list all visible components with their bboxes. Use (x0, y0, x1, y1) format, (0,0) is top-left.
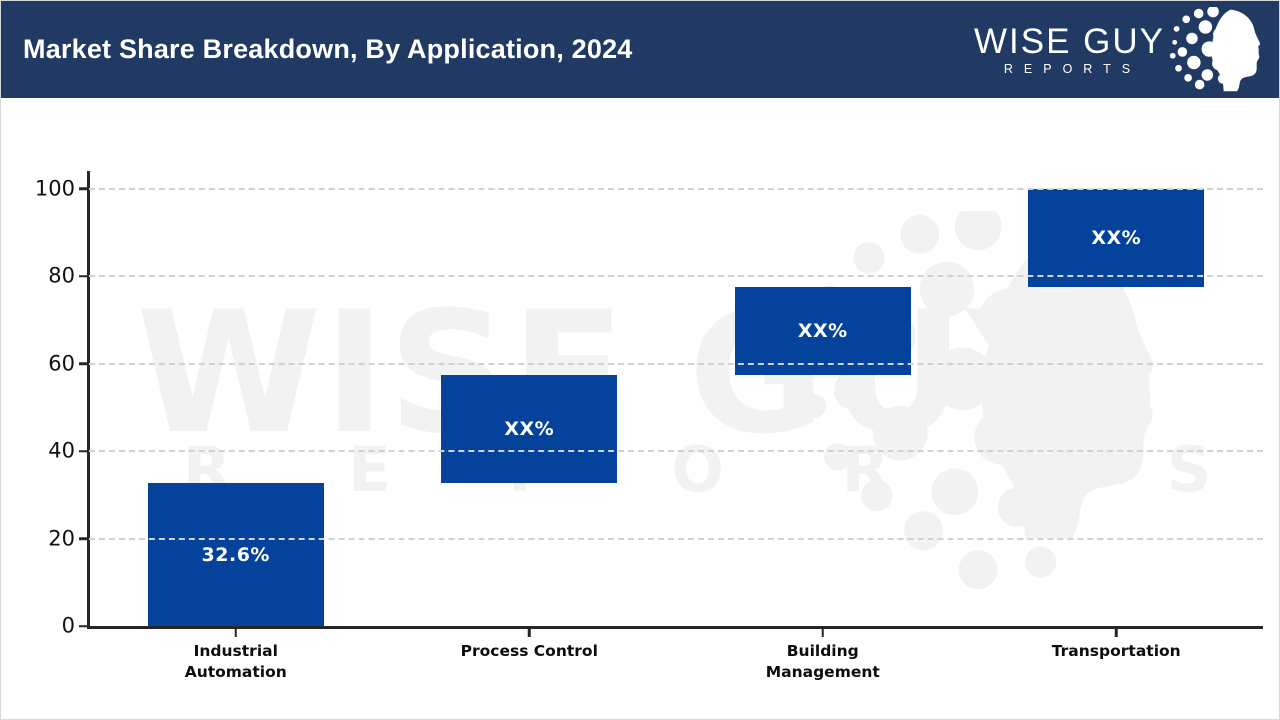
y-tick-label: 100 (34, 176, 75, 200)
y-tick-label: 40 (48, 438, 75, 463)
y-tick (79, 187, 88, 190)
logo-wordmark: WISE GUY (973, 21, 1165, 61)
x-tick (821, 629, 824, 637)
bar: XX% (1028, 188, 1205, 287)
bar-value-label: XX% (1091, 226, 1142, 249)
y-tick-label: 0 (61, 613, 75, 638)
gridline (89, 537, 1263, 540)
y-tick (79, 362, 88, 365)
wiseguy-logo: WISE GUY REPORTS (974, 6, 1263, 93)
gridline (89, 450, 1263, 452)
x-category-label: Process Control (460, 642, 598, 660)
x-axis-line (87, 626, 1263, 629)
y-tick-label: 80 (48, 263, 75, 288)
y-tick (79, 449, 88, 453)
wiseguy-face-icon (1169, 6, 1260, 91)
y-tick-label: 20 (48, 526, 75, 550)
y-tick-label: 60 (48, 351, 75, 375)
logo-text: WISE GUY REPORTS (974, 24, 1165, 76)
logo-sub: REPORTS (1003, 61, 1142, 76)
y-tick (79, 537, 88, 540)
bar-value-label: XX% (504, 418, 555, 441)
x-category-label: Transportation (1051, 642, 1181, 660)
x-tick (1115, 629, 1118, 637)
page-title: Market Share Breakdown, By Application, … (23, 34, 633, 64)
x-category-label: Industrial Automation (184, 642, 287, 681)
x-tick (234, 629, 237, 637)
bar: XX% (734, 286, 911, 376)
gridline (89, 187, 1263, 190)
gridline (89, 362, 1263, 365)
x-tick (528, 629, 531, 637)
y-tick (79, 624, 88, 628)
x-category-label: Building Management (765, 642, 880, 681)
bar: 32.6% (147, 483, 324, 626)
bar: XX% (441, 375, 618, 484)
bar-value-label: 32.6% (201, 543, 270, 566)
plot-area: 0 20 40 60 80 100 32.6% Industrial Automation XX%… (35, 171, 1263, 681)
bar-value-label: XX% (797, 320, 848, 343)
y-axis-line (87, 171, 90, 629)
gridline (89, 275, 1263, 277)
header: Market Share Breakdown, By Application, … (1, 1, 1279, 98)
y-tick (79, 274, 88, 278)
